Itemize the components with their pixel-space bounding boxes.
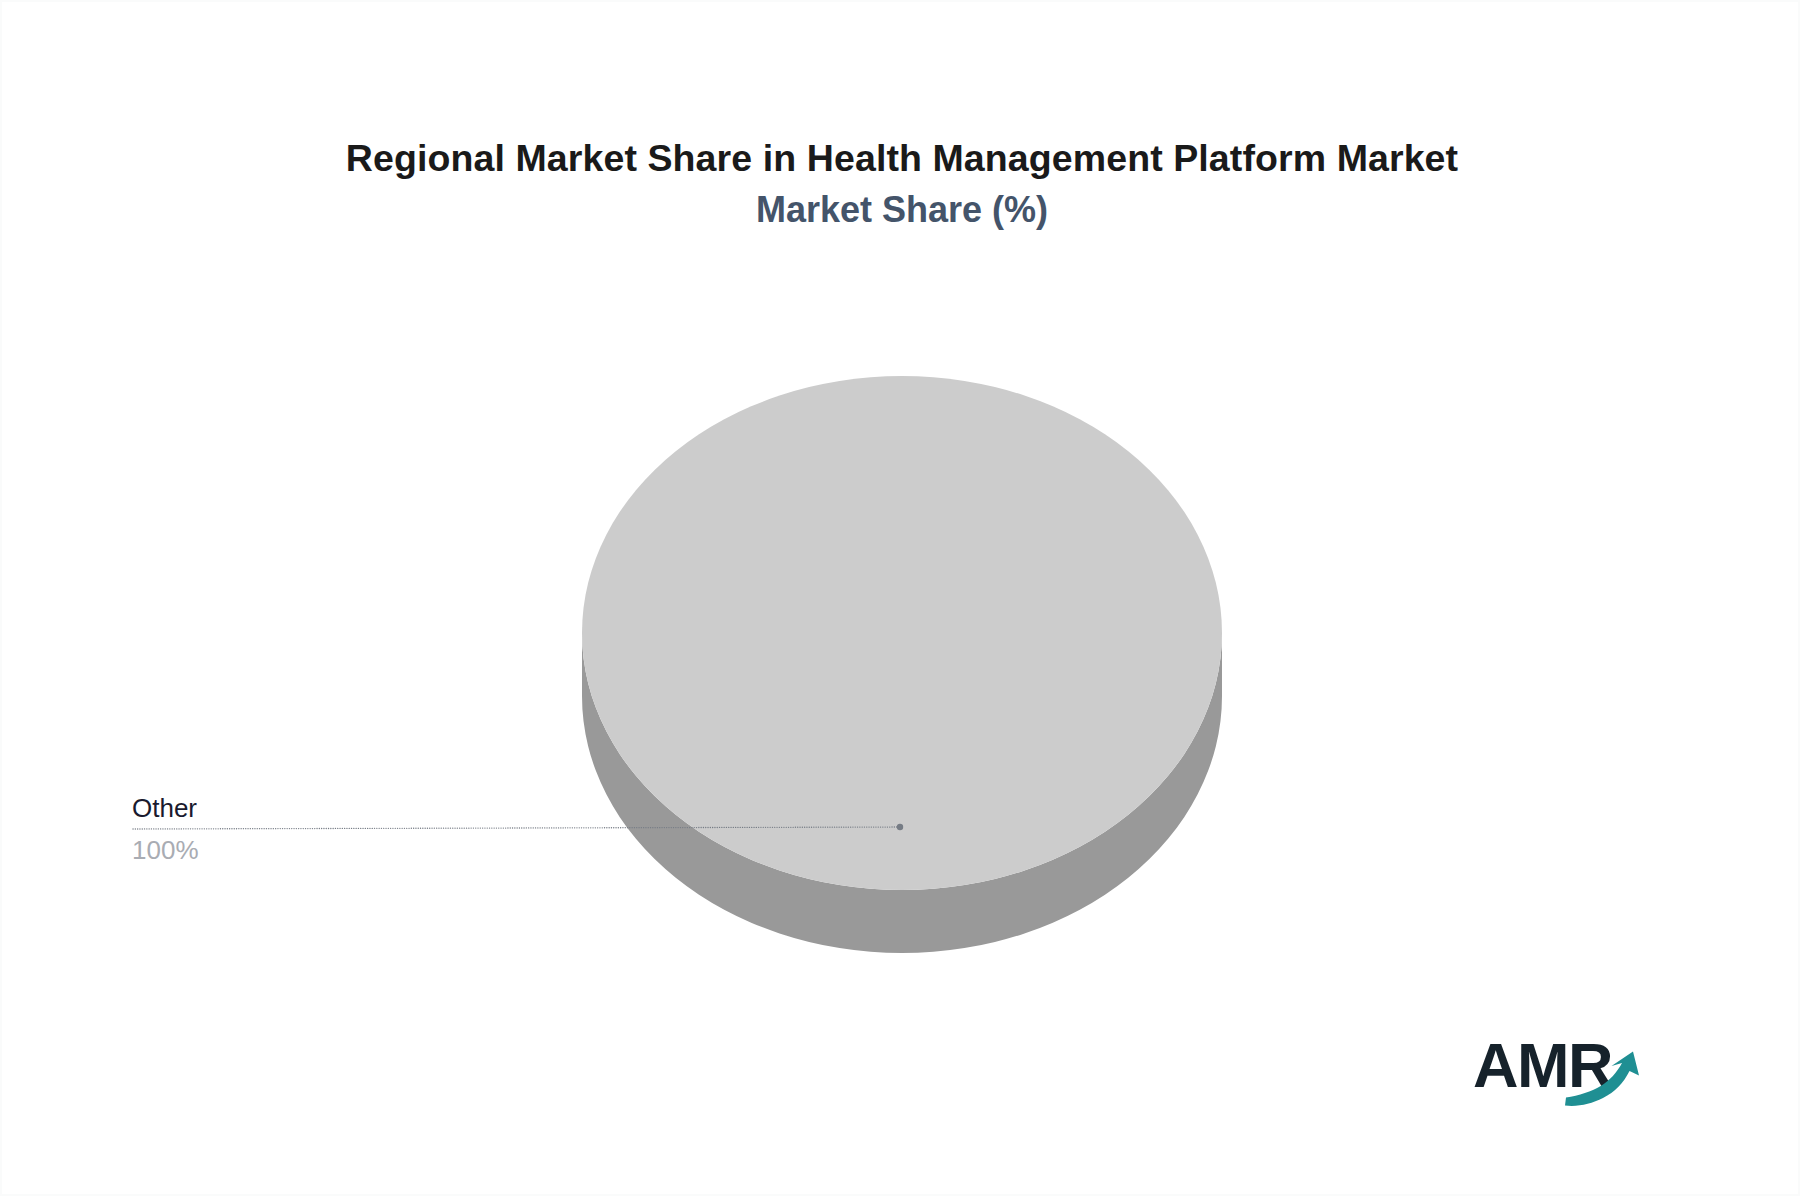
svg-text:AMR: AMR (1473, 1032, 1613, 1100)
